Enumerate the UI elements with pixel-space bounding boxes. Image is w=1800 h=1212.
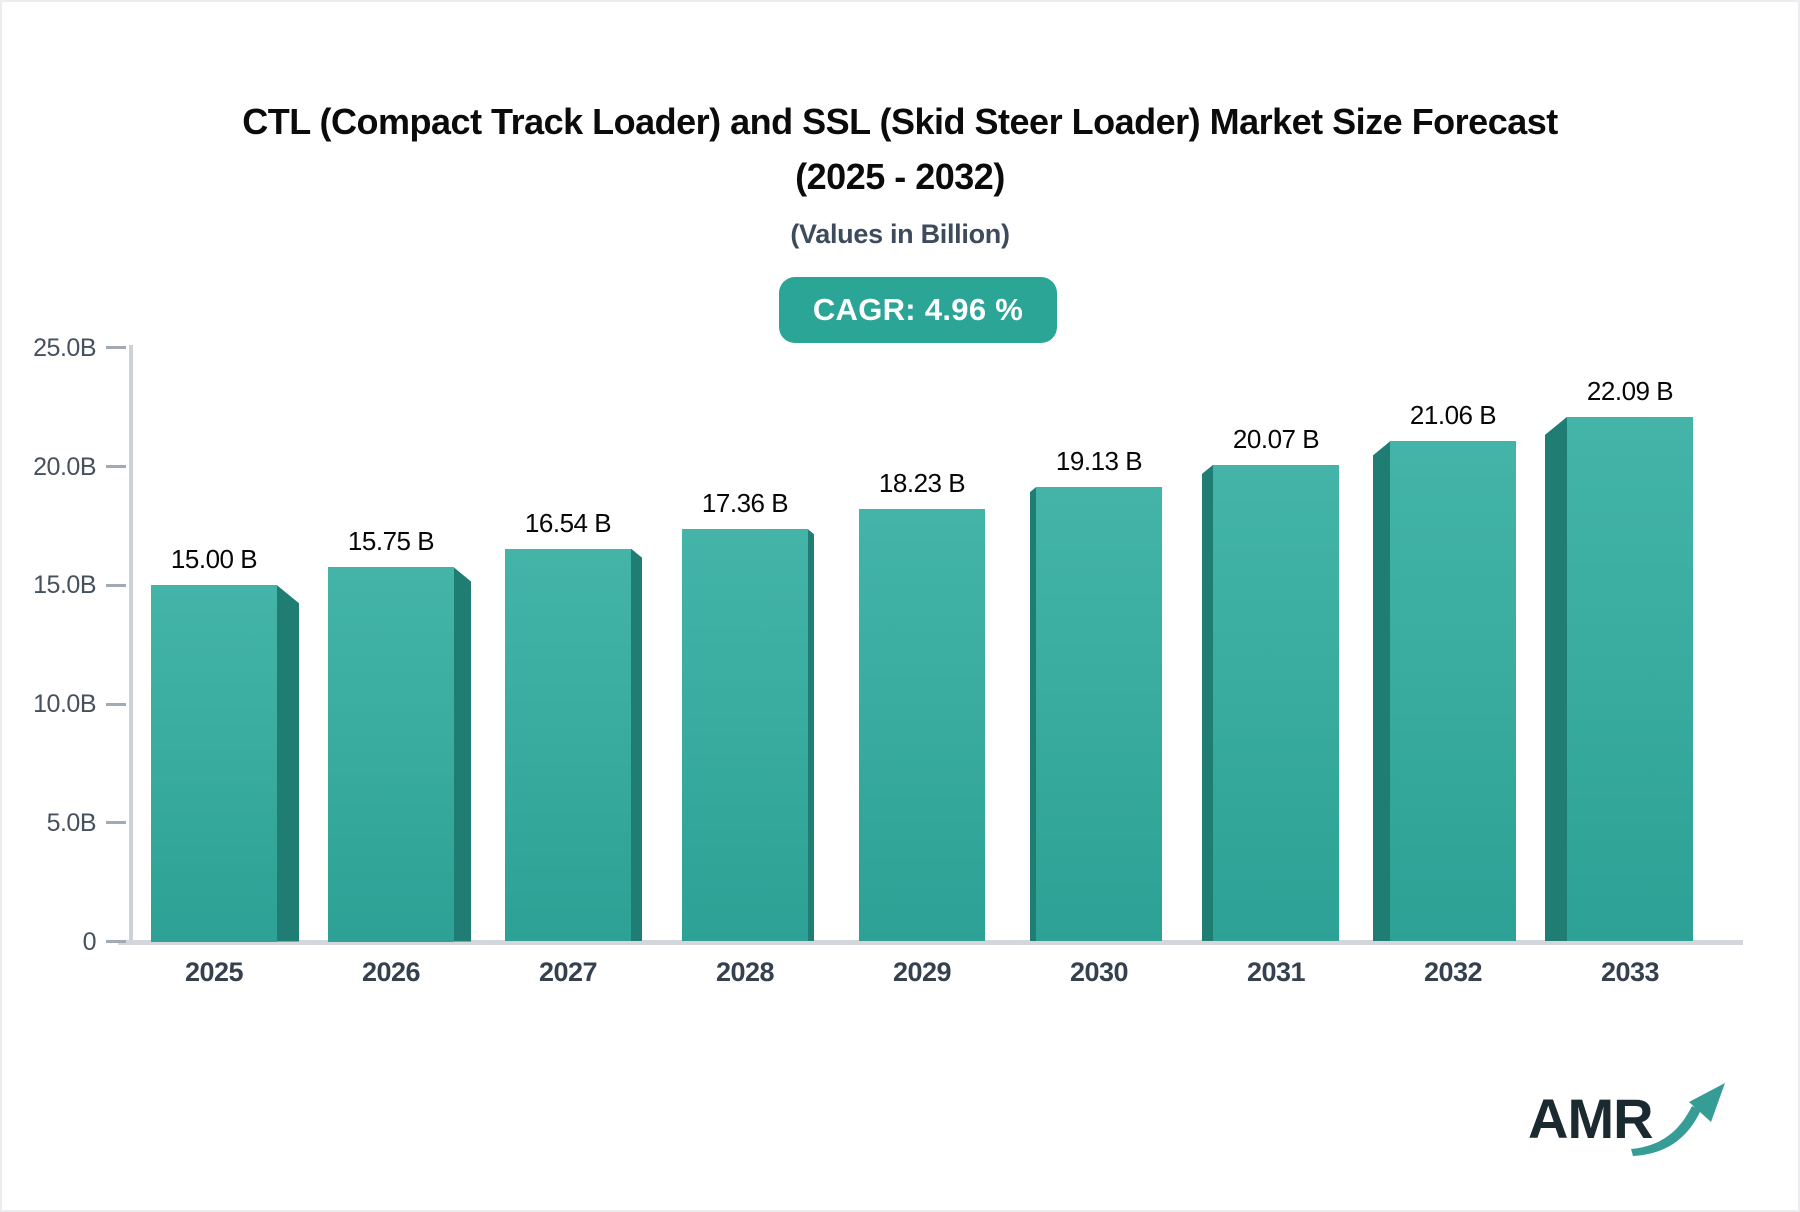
- x-axis-label: 2027: [538, 957, 598, 987]
- y-axis-tick: [106, 821, 126, 825]
- bar-2032: [1390, 441, 1516, 942]
- y-axis-tick-label: 5.0B: [46, 808, 97, 837]
- y-axis-tick-label: 15.0B: [33, 571, 96, 600]
- chart-title: CTL (Compact Track Loader) and SSL (Skid…: [0, 94, 1800, 204]
- bar-3d-side: [1030, 487, 1036, 942]
- cagr-badge: CAGR: 4.96 %: [778, 277, 1058, 343]
- bar-value-label: 15.75 B: [347, 526, 435, 557]
- bar-2030: [1036, 487, 1162, 942]
- bar-2031: [1213, 464, 1339, 942]
- x-axis-label: 2028: [715, 957, 775, 987]
- x-axis-label: 2031: [1246, 957, 1306, 987]
- bar-3d-side: [1545, 416, 1567, 942]
- chart-title-line1: CTL (Compact Track Loader) and SSL (Skid…: [242, 101, 1558, 142]
- x-axis-label: 2030: [1069, 957, 1129, 987]
- y-axis-tick: [106, 583, 126, 587]
- y-axis-tick: [106, 940, 126, 943]
- chart-subtitle: (Values in Billion): [790, 219, 1010, 249]
- chart-title-line2: (2025 - 2032): [795, 156, 1005, 197]
- y-axis-tick: [106, 465, 126, 468]
- x-axis-label: 2029: [892, 957, 952, 987]
- bar-2026: [328, 567, 454, 942]
- bar-3d-side: [631, 548, 642, 942]
- bar-value-label: 22.09 B: [1586, 375, 1674, 406]
- y-axis-tick-label: 0: [82, 927, 97, 956]
- bar-3d-side: [1202, 464, 1213, 942]
- y-axis-tick: [106, 702, 126, 706]
- y-axis-tick-label: 20.0B: [33, 452, 96, 481]
- bar-3d-side: [1373, 441, 1390, 942]
- chart-header: CTL (Compact Track Loader) and SSL (Skid…: [0, 0, 1800, 343]
- bar-2025: [151, 585, 277, 942]
- y-axis-tick-label: 25.0B: [33, 333, 96, 362]
- x-axis-label: 2026: [361, 957, 421, 987]
- amr-logo-arrow-icon: [1631, 1083, 1725, 1156]
- bar-2028: [682, 529, 808, 942]
- bar-value-label: 19.13 B: [1055, 446, 1143, 477]
- amr-logo: AMR: [1528, 1083, 1728, 1176]
- bar-3d-side: [277, 585, 299, 942]
- y-axis-tick: [106, 346, 126, 350]
- bar-value-label: 16.54 B: [524, 507, 612, 538]
- bar-value-label: 15.00 B: [170, 544, 258, 575]
- x-axis-label: 2033: [1600, 957, 1660, 987]
- bar-value-label: 18.23 B: [878, 467, 966, 498]
- bar-value-label: 20.07 B: [1232, 423, 1320, 454]
- bar-2033: [1567, 416, 1693, 942]
- x-axis-baseline: [118, 940, 1743, 945]
- x-axis-label: 2025: [184, 957, 244, 987]
- bar-value-label: 17.36 B: [701, 488, 789, 519]
- x-axis-label: 2032: [1423, 957, 1483, 987]
- amr-logo-text: AMR: [1528, 1087, 1654, 1150]
- y-axis-tick-label: 10.0B: [33, 690, 96, 718]
- bar-value-label: 21.06 B: [1409, 400, 1497, 431]
- bar-2029: [859, 508, 985, 942]
- bar-2027: [505, 548, 631, 942]
- y-axis-line: [129, 345, 133, 945]
- bar-3d-side: [454, 567, 471, 942]
- bar-3d-side: [808, 529, 814, 942]
